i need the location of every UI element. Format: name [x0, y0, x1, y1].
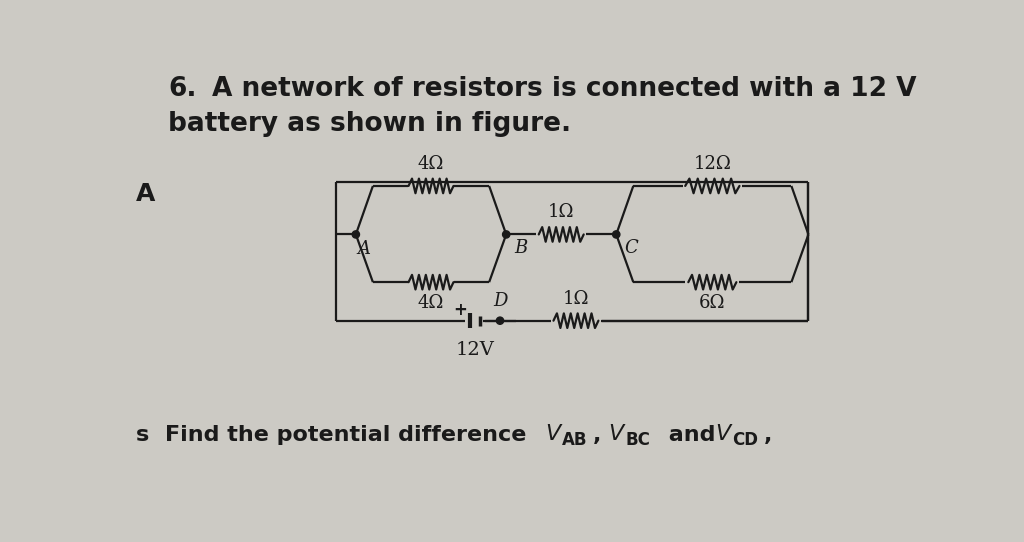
Text: 1Ω: 1Ω — [563, 289, 589, 308]
Text: CD: CD — [732, 431, 759, 449]
Text: 1Ω: 1Ω — [548, 203, 574, 221]
Text: 6Ω: 6Ω — [699, 294, 726, 313]
Text: 6.: 6. — [168, 76, 197, 102]
Text: and: and — [662, 425, 723, 446]
Text: D: D — [493, 292, 507, 310]
Text: 12Ω: 12Ω — [693, 155, 731, 173]
Text: ,: , — [764, 425, 772, 446]
Text: $V$: $V$ — [608, 423, 627, 446]
Circle shape — [612, 231, 620, 238]
Text: 4Ω: 4Ω — [418, 294, 444, 313]
Text: AB: AB — [562, 431, 588, 449]
Text: battery as shown in figure.: battery as shown in figure. — [168, 111, 571, 137]
Circle shape — [503, 231, 510, 238]
Text: $V$: $V$ — [716, 423, 734, 446]
Text: A: A — [136, 182, 155, 206]
Circle shape — [352, 231, 359, 238]
Text: 12V: 12V — [456, 341, 495, 359]
Text: A: A — [357, 240, 371, 258]
Text: 4Ω: 4Ω — [418, 155, 444, 173]
Text: Find the potential difference: Find the potential difference — [165, 425, 535, 446]
Text: ,: , — [593, 425, 601, 446]
Text: B: B — [514, 239, 527, 257]
Text: A network of resistors is connected with a 12 V: A network of resistors is connected with… — [212, 76, 916, 102]
Text: s: s — [136, 425, 150, 446]
Text: C: C — [624, 239, 638, 257]
Text: +: + — [453, 301, 467, 319]
Text: $V$: $V$ — [545, 423, 563, 446]
Circle shape — [497, 317, 504, 324]
Text: BC: BC — [626, 431, 650, 449]
